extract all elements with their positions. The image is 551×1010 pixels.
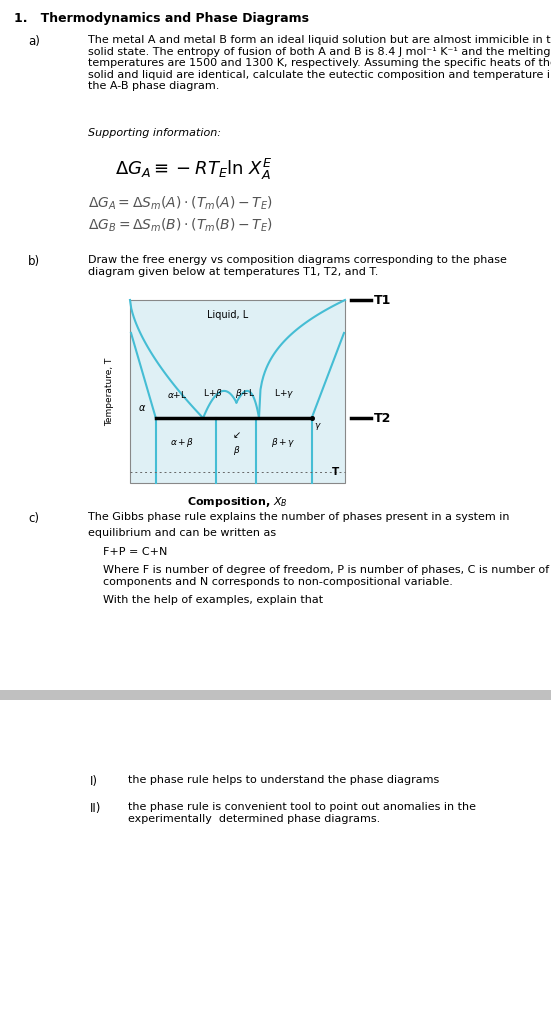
Text: $\Delta G_A \equiv -RT_E \ln\, X_A^E$: $\Delta G_A \equiv -RT_E \ln\, X_A^E$ xyxy=(115,157,272,182)
Text: Composition, $X_B$: Composition, $X_B$ xyxy=(187,495,288,509)
Text: Temperature, T: Temperature, T xyxy=(105,358,115,425)
Bar xyxy=(0,690,551,700)
Text: equilibrium and can be written as: equilibrium and can be written as xyxy=(88,528,276,538)
Text: $\alpha$+L: $\alpha$+L xyxy=(167,389,187,400)
Text: II): II) xyxy=(90,802,101,815)
Text: the phase rule is convenient tool to point out anomalies in the
experimentally  : the phase rule is convenient tool to poi… xyxy=(128,802,476,823)
Text: T1: T1 xyxy=(374,294,391,306)
Text: $\swarrow$: $\swarrow$ xyxy=(231,430,242,440)
Text: $\gamma$: $\gamma$ xyxy=(314,421,321,432)
Bar xyxy=(130,300,345,483)
Text: The Gibbs phase rule explains the number of phases present in a system in: The Gibbs phase rule explains the number… xyxy=(88,512,510,522)
Text: The metal A and metal B form an ideal liquid solution but are almost immicible i: The metal A and metal B form an ideal li… xyxy=(88,35,551,91)
Text: b): b) xyxy=(28,255,40,268)
Text: L+$\gamma$: L+$\gamma$ xyxy=(274,387,294,400)
Text: Liquid, L: Liquid, L xyxy=(207,310,248,320)
Text: Supporting information:: Supporting information: xyxy=(88,128,221,138)
Text: $\beta$+L: $\beta$+L xyxy=(235,387,255,400)
Text: $\beta$: $\beta$ xyxy=(233,444,240,458)
Text: $\Delta G_B = \Delta S_m(B) \cdot (T_m(B) - T_E)$: $\Delta G_B = \Delta S_m(B) \cdot (T_m(B… xyxy=(88,217,273,234)
Text: the phase rule helps to understand the phase diagrams: the phase rule helps to understand the p… xyxy=(128,775,439,785)
Text: $\Delta G_A = \Delta S_m(A) \cdot (T_m(A) - T_E)$: $\Delta G_A = \Delta S_m(A) \cdot (T_m(A… xyxy=(88,195,273,212)
Text: I): I) xyxy=(90,775,98,788)
Text: Draw the free energy vs composition diagrams corresponding to the phase
diagram : Draw the free energy vs composition diag… xyxy=(88,255,507,277)
Text: $\alpha + \beta$: $\alpha + \beta$ xyxy=(170,436,195,449)
Text: 1.   Thermodynamics and Phase Diagrams: 1. Thermodynamics and Phase Diagrams xyxy=(14,12,309,25)
Text: F+P = C+N: F+P = C+N xyxy=(103,547,168,557)
Text: c): c) xyxy=(28,512,39,525)
Text: $\beta + \gamma$: $\beta + \gamma$ xyxy=(272,436,296,449)
Text: a): a) xyxy=(28,35,40,48)
Text: L+$\beta$: L+$\beta$ xyxy=(203,387,223,400)
Text: $\alpha$: $\alpha$ xyxy=(138,403,146,413)
Text: With the help of examples, explain that: With the help of examples, explain that xyxy=(103,595,323,605)
Text: T: T xyxy=(332,467,339,477)
Text: T2: T2 xyxy=(374,411,391,424)
Bar xyxy=(130,300,345,483)
Text: Where F is number of degree of freedom, P is number of phases, C is number of
co: Where F is number of degree of freedom, … xyxy=(103,565,549,587)
